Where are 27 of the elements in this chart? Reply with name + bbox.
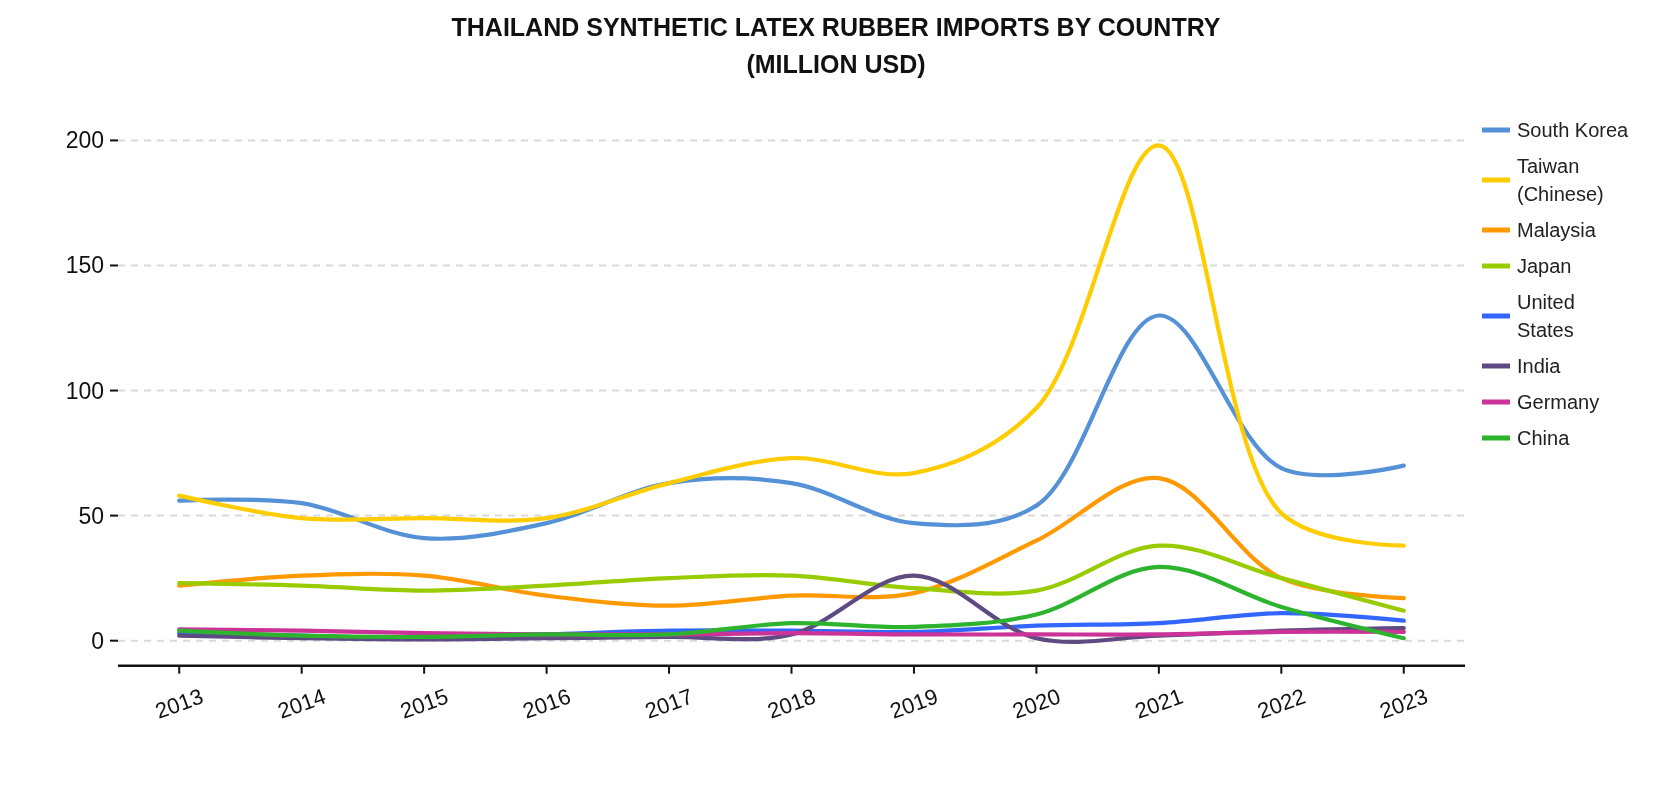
x-tick-label: 2022 — [1254, 683, 1309, 724]
x-tick-label: 2017 — [641, 683, 697, 724]
y-tick-label: 100 — [65, 377, 104, 404]
y-tick-label: 50 — [78, 502, 104, 529]
x-tick-label: 2013 — [151, 683, 207, 724]
x-tick-label: 2023 — [1376, 683, 1432, 724]
y-tick-label: 0 — [91, 627, 104, 654]
line-series — [177, 543, 1406, 613]
legend-label: Malaysia — [1517, 219, 1597, 241]
chart-title: THAILAND SYNTHETIC LATEX RUBBER IMPORTS BY COUNTRY (MILLION USD) — [451, 13, 1221, 78]
x-tick-label: 2020 — [1009, 683, 1064, 724]
legend-label: United States — [1517, 291, 1575, 341]
y-tick-label: 150 — [65, 252, 104, 279]
legend-label: China — [1517, 427, 1571, 449]
legend-label: South Korea — [1517, 119, 1630, 141]
legend-label: India — [1517, 355, 1562, 377]
line-series — [177, 143, 1406, 548]
x-tick-label: 2019 — [886, 683, 942, 724]
x-tick-label: 2016 — [519, 683, 574, 724]
y-tick-label: 200 — [65, 127, 104, 154]
legend-label: Germany — [1517, 391, 1600, 413]
x-tick-label: 2014 — [274, 683, 329, 724]
legend-label: Taiwan (Chinese) — [1517, 155, 1604, 205]
legend-label: Japan — [1517, 255, 1572, 277]
x-tick-label: 2015 — [396, 683, 452, 724]
x-tick-label: 2018 — [764, 683, 819, 724]
x-tick-label: 2021 — [1131, 683, 1187, 724]
